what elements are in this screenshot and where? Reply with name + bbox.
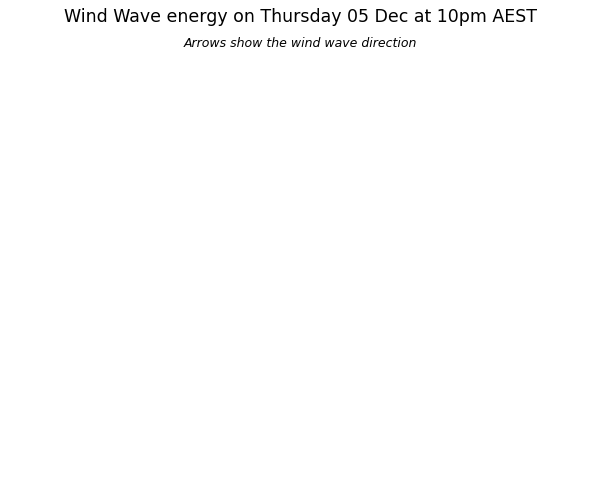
Text: Arrows show the wind wave direction: Arrows show the wind wave direction <box>184 37 417 50</box>
Text: cartopy not available: cartopy not available <box>197 263 404 282</box>
Text: Wind Wave energy on Thursday 05 Dec at 10pm AEST: Wind Wave energy on Thursday 05 Dec at 1… <box>64 8 537 26</box>
